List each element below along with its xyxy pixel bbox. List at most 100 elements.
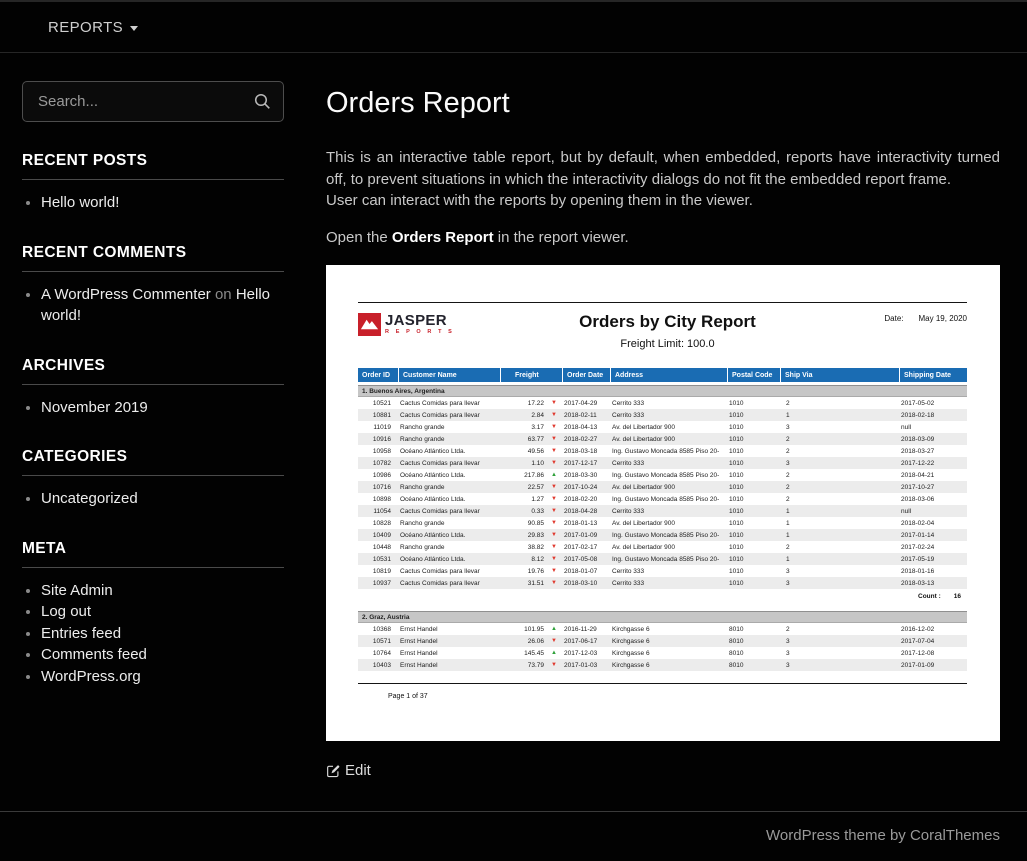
- cell-order-id: 10764: [372, 649, 391, 657]
- cell-address: Av. del Libertador 900: [612, 543, 675, 551]
- trend-down-icon: ▼: [551, 436, 557, 442]
- widget-title: ARCHIVES: [22, 356, 106, 374]
- cell-order-id: 10403: [372, 661, 391, 669]
- cell-order-date: 2018-04-13: [564, 423, 598, 431]
- cell-ship-via: 1: [786, 519, 790, 527]
- comment-post-link[interactable]: Hello world!: [41, 285, 270, 325]
- cell-address: Cerrito 333: [612, 567, 645, 575]
- meta-link-wordpress-org[interactable]: WordPress.org: [41, 667, 141, 685]
- cell-customer-name: Cactus Comidas para llevar: [400, 507, 480, 515]
- report-embed-frame: JASPER R E P O R T S Orders by City Repo…: [326, 265, 1000, 741]
- cell-postal-code: 1010: [729, 495, 744, 503]
- cell-shipping-date: 2018-04-21: [901, 471, 935, 479]
- cell-postal-code: 1010: [729, 435, 744, 443]
- list-item: Entries feed: [41, 623, 284, 645]
- category-link[interactable]: Uncategorized: [41, 490, 138, 507]
- cell-freight: 145.45: [524, 649, 544, 657]
- cell-freight: 1.10: [531, 459, 544, 467]
- cell-freight: 19.76: [527, 567, 544, 575]
- comment-author-link[interactable]: A WordPress Commenter: [41, 285, 211, 303]
- cell-postal-code: 1010: [729, 471, 744, 479]
- cell-customer-name: Cactus Comidas para llevar: [400, 399, 480, 407]
- cell-postal-code: 1010: [729, 483, 744, 491]
- meta-link-site-admin[interactable]: Site Admin: [41, 581, 113, 599]
- cell-address: Cerrito 333: [612, 507, 645, 515]
- trend-down-icon: ▼: [551, 496, 557, 502]
- search-widget: [22, 81, 284, 122]
- list-item: Comments feed: [41, 644, 284, 666]
- archive-link[interactable]: November 2019: [41, 398, 148, 416]
- edit-label: Edit: [345, 762, 371, 779]
- edit-link[interactable]: Edit: [326, 762, 371, 779]
- cell-postal-code: 1010: [729, 543, 744, 551]
- cell-order-id: 11054: [373, 507, 391, 515]
- cell-order-date: 2018-02-20: [564, 495, 598, 503]
- cell-order-date: 2017-01-03: [564, 661, 598, 669]
- cell-freight: 29.83: [527, 531, 544, 539]
- cell-postal-code: 8010: [729, 649, 744, 657]
- cell-ship-via: 3: [786, 423, 790, 431]
- cell-order-id: 10448: [372, 543, 391, 551]
- trend-down-icon: ▼: [551, 484, 557, 490]
- cell-order-id: 10521: [372, 399, 391, 407]
- report-page-indicator: Page 1 of 37: [388, 693, 428, 700]
- widget-divider: [22, 179, 284, 180]
- meta-link-comments-feed[interactable]: Comments feed: [41, 646, 147, 663]
- cell-address: Kirchgasse 6: [612, 625, 650, 633]
- search-input[interactable]: [22, 81, 284, 122]
- widget-divider: [22, 270, 284, 272]
- cell-order-date: 2018-03-18: [564, 447, 598, 455]
- cell-shipping-date: 2017-01-09: [901, 661, 935, 669]
- report-row: 10521 Cactus Comidas para llevar 17.22 ▼ 201…: [358, 397, 967, 409]
- cell-postal-code: 1010: [729, 519, 744, 527]
- cell-postal-code: 1010: [729, 579, 744, 587]
- reports-menu-button[interactable]: REPORTS: [42, 18, 144, 37]
- widget-divider: [22, 383, 284, 385]
- cell-order-date: 2018-03-30: [564, 471, 598, 479]
- meta-link-entries-feed[interactable]: Entries feed: [41, 624, 122, 642]
- report-header: JASPER R E P O R T S Orders by City Repo…: [358, 310, 967, 362]
- cell-freight: 31.51: [527, 579, 544, 587]
- cell-postal-code: 1010: [729, 555, 744, 563]
- page-title: Orders Report: [326, 87, 510, 119]
- group-band: 2. Graz, Austria: [358, 611, 967, 623]
- report-date-value: May 19, 2020: [918, 314, 967, 323]
- list-item: Log out: [41, 601, 284, 623]
- report-row: 10368 Ernst Handel 101.95 ▲ 2016-11-29 Kirchg…: [358, 623, 967, 635]
- cell-ship-via: 2: [786, 625, 790, 633]
- site-footer: WordPress theme by CoralThemes: [0, 811, 1027, 844]
- cell-shipping-date: 2017-12-08: [901, 649, 935, 657]
- report-subtitle: Freight Limit: 100.0: [620, 338, 715, 350]
- cell-postal-code: 1010: [729, 423, 744, 431]
- trend-down-icon: ▼: [551, 556, 557, 562]
- cell-order-id: 10716: [372, 483, 391, 491]
- report-row: 10716 Rancho grande 22.57 ▼ 2017-10-24 Av. de…: [358, 481, 967, 493]
- trend-down-icon: ▼: [551, 580, 557, 586]
- cell-customer-name: Cactus Comidas para llevar: [400, 411, 480, 419]
- cell-order-id: 10368: [372, 625, 391, 633]
- recent-posts-widget: RECENT POSTS Hello world!: [22, 152, 284, 214]
- orders-report-link[interactable]: Orders Report: [391, 228, 494, 246]
- meta-link-log-out[interactable]: Log out: [41, 603, 92, 620]
- report-row: 10764 Ernst Handel 145.45 ▲ 2017-12-03 Kirchg…: [358, 647, 967, 659]
- cell-customer-name: Rancho grande: [400, 435, 445, 443]
- cell-freight: 101.95: [524, 625, 544, 633]
- theme-credit-link[interactable]: WordPress theme by CoralThemes: [766, 827, 1000, 844]
- search-icon[interactable]: [254, 93, 271, 115]
- report-row: 10937 Cactus Comidas para llevar 31.51 ▼ 201…: [358, 577, 967, 589]
- cell-address: Ing. Gustavo Moncada 8585 Piso 20-: [612, 495, 720, 503]
- widget-title: CATEGORIES: [22, 448, 128, 465]
- recent-post-link[interactable]: Hello world!: [41, 194, 120, 211]
- content-wrapper: RECENT POSTS Hello world! RECENT COMMENT…: [0, 53, 1027, 779]
- cell-address: Cerrito 333: [612, 579, 645, 587]
- report-row: 10409 Océano Atlántico Ltda. 29.83 ▼ 2017-01…: [358, 529, 967, 541]
- cell-freight: 26.06: [527, 637, 544, 645]
- cell-freight: 73.79: [527, 661, 544, 669]
- cell-order-id: 10937: [372, 579, 391, 587]
- cell-shipping-date: 2018-01-16: [901, 567, 935, 575]
- cell-customer-name: Rancho grande: [400, 423, 445, 431]
- cell-order-id: 10819: [372, 567, 391, 575]
- intro-paragraph: This is an interactive table report, but…: [326, 147, 1000, 212]
- list-item: Site Admin: [41, 580, 284, 602]
- cell-ship-via: 2: [786, 435, 790, 443]
